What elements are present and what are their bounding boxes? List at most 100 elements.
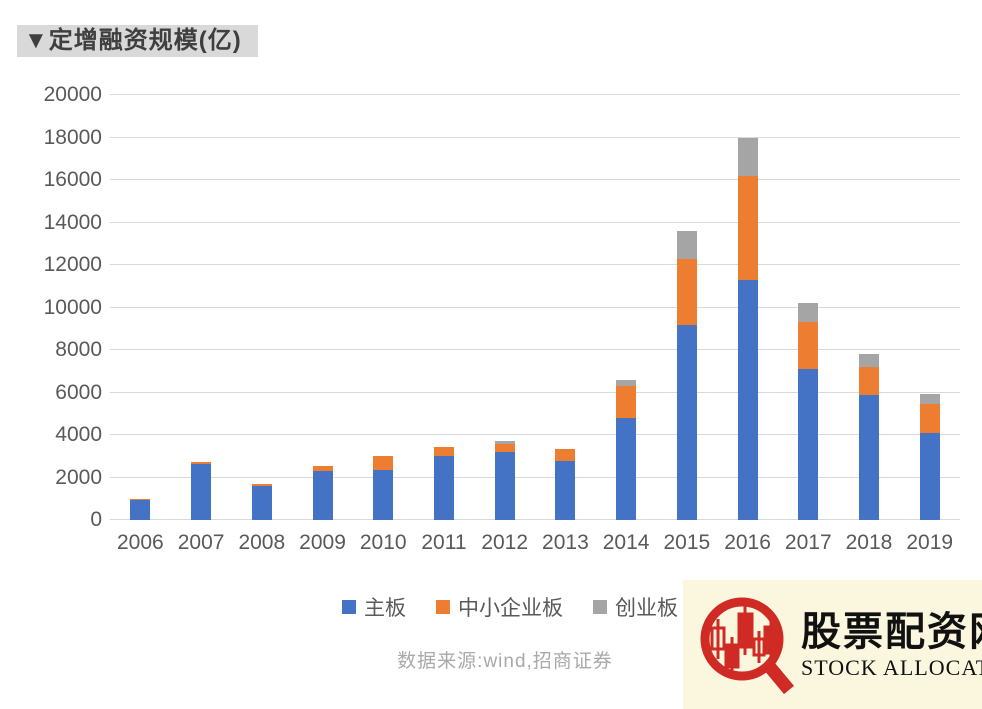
logo-name-en: STOCK ALLOCATION [801, 654, 982, 680]
bar-segment-创业板 [616, 379, 637, 387]
bar-2006 [110, 95, 171, 520]
x-tick-label: 2008 [238, 531, 286, 554]
y-tick-label: 4000 [55, 423, 102, 446]
bar-segment-中小企业板 [373, 456, 394, 471]
bar-2008 [231, 95, 292, 520]
bar-2015 [656, 95, 717, 520]
y-tick-label: 12000 [43, 253, 102, 276]
legend-swatch-icon [436, 600, 450, 614]
source-note: 数据来源:wind,招商证券 [397, 651, 613, 672]
gridline [110, 519, 960, 520]
y-tick-label: 2000 [55, 465, 102, 489]
gridline [110, 476, 960, 478]
x-tick-label: 2017 [784, 531, 832, 554]
legend-item: 创业板 [593, 592, 678, 622]
x-tick-label: 2015 [663, 531, 711, 554]
logo-name-cn: 股票配资网 [801, 609, 982, 654]
bar-2010 [353, 95, 414, 520]
bar-segment-主板 [373, 470, 394, 520]
y-tick-label: 0 [90, 508, 102, 531]
y-tick-label: 16000 [43, 168, 102, 191]
x-tick-label: 2018 [845, 531, 893, 554]
bar-2009 [292, 95, 353, 520]
bar-2018 [839, 95, 900, 520]
bar-segment-中小企业板 [676, 258, 697, 325]
gridline [110, 94, 960, 95]
x-tick-label: 2007 [177, 531, 225, 554]
bar-segment-主板 [616, 418, 637, 520]
bar-segment-创业板 [737, 137, 758, 176]
x-axis: 2006 2007 2008 2009 2010 2011 2012 2013 2014 2015… [110, 531, 960, 555]
bar-segment-中小企业板 [798, 322, 819, 370]
bar-segment-主板 [251, 485, 272, 520]
y-tick-label: 18000 [43, 125, 102, 149]
bar-segment-中小企业板 [130, 498, 151, 501]
bars-row [110, 95, 960, 520]
gridline [110, 306, 960, 308]
x-tick-label: 2019 [906, 531, 954, 554]
x-tick-label: 2009 [299, 531, 346, 554]
bar-segment-主板 [191, 463, 212, 520]
gridline [110, 434, 960, 435]
bar-2007 [171, 95, 232, 520]
bar-2012 [474, 95, 535, 520]
y-tick-label: 20000 [43, 83, 102, 106]
bar-segment-主板 [798, 369, 819, 520]
gridline [110, 136, 960, 138]
bar-2011 [414, 95, 475, 520]
gridline [110, 349, 960, 350]
legend-item: 主板 [342, 592, 406, 622]
bar-segment-中小企业板 [191, 461, 212, 464]
bar-segment-主板 [312, 471, 333, 520]
legend-item: 中小企业板 [436, 592, 563, 622]
bar-segment-主板 [555, 460, 576, 520]
bar-segment-中小企业板 [858, 367, 879, 395]
y-tick-label: 10000 [43, 295, 102, 319]
legend-label: 中小企业板 [458, 597, 563, 620]
x-tick-label: 2011 [421, 531, 467, 554]
x-tick-label: 2016 [724, 531, 771, 554]
bar-segment-创业板 [858, 354, 879, 367]
y-tick-label: 6000 [55, 380, 102, 404]
site-logo: 股票配资网 STOCK ALLOCATION [683, 580, 982, 709]
bar-segment-中小企业板 [251, 483, 272, 486]
plot-area [110, 94, 960, 520]
y-tick-label: 8000 [55, 338, 102, 361]
y-tick-label: 14000 [43, 210, 102, 234]
legend-label: 创业板 [615, 597, 678, 620]
bar-segment-创业板 [676, 231, 697, 259]
logo-text: 股票配资网 STOCK ALLOCATION [801, 609, 982, 681]
bar-2017 [778, 95, 839, 520]
gridline [110, 179, 960, 180]
y-axis: 0 2000 4000 6000 8000 10000 12000 14000 16000 180… [18, 83, 102, 531]
bar-2014 [596, 95, 657, 520]
legend: 主板 中小企业板 创业板 [85, 592, 935, 622]
bar-segment-主板 [919, 432, 940, 520]
bar-segment-创业板 [798, 303, 819, 323]
x-tick-label: 2013 [542, 531, 589, 554]
x-tick-label: 2006 [117, 531, 164, 554]
bar-2016 [717, 95, 778, 520]
bar-segment-中小企业板 [737, 175, 758, 280]
bar-segment-中小企业板 [494, 443, 515, 452]
magnifier-candlesticks-icon [700, 597, 794, 694]
x-tick-label: 2014 [602, 531, 650, 554]
bar-segment-创业板 [919, 393, 940, 405]
gridline [110, 264, 960, 265]
bar-2013 [535, 95, 596, 520]
bar-segment-中小企业板 [312, 465, 333, 472]
bar-segment-中小企业板 [616, 386, 637, 418]
bar-segment-主板 [858, 394, 879, 520]
bar-2019 [899, 95, 960, 520]
chart-title: ▼定增融资规模(亿) [17, 25, 258, 57]
bar-segment-中小企业板 [555, 448, 576, 461]
x-tick-label: 2012 [481, 531, 529, 554]
bar-segment-创业板 [494, 441, 515, 444]
legend-swatch-icon [342, 600, 356, 614]
bar-segment-主板 [130, 500, 151, 520]
bar-segment-中小企业板 [433, 446, 454, 457]
gridline [110, 221, 960, 223]
bar-segment-主板 [433, 456, 454, 520]
bar-segment-主板 [737, 279, 758, 520]
bar-segment-中小企业板 [919, 404, 940, 433]
